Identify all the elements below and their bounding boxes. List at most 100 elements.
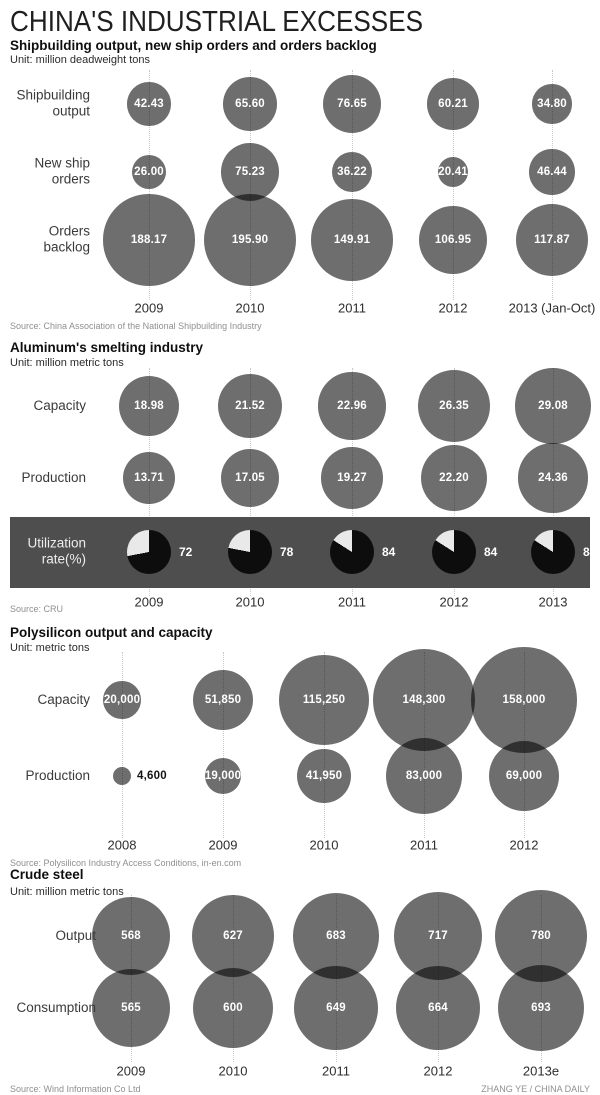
row-label-line: backlog: [43, 240, 90, 255]
row-label-line: Capacity: [33, 397, 86, 413]
row-label-line: Capacity: [37, 691, 90, 707]
row-label-line: Orders: [48, 223, 90, 239]
credit-label: ZHANG YE / CHINA DAILY: [481, 1084, 590, 1094]
bubble-value-label: 60.21: [438, 98, 468, 110]
unit-label-crude-steel: Unit: million metric tons: [10, 886, 124, 898]
bubble-value-label: 627: [223, 930, 243, 942]
row-label: Production: [0, 470, 86, 486]
year-label: 2013 (Jan-Oct): [508, 300, 596, 316]
data-bubble: [217, 373, 283, 439]
bubble-value-label: 29.08: [538, 400, 568, 412]
data-bubble: [515, 368, 591, 444]
data-bubble: [438, 157, 468, 187]
year-label: 2012: [509, 837, 539, 853]
bubble-value-label: 149.91: [333, 234, 371, 246]
data-bubble: [372, 648, 476, 752]
bubble-value-label: 20,000: [103, 694, 141, 706]
data-bubble: [92, 969, 170, 1047]
row-label-line: Utilization: [27, 535, 86, 551]
utilization-value-label: 84: [484, 545, 498, 559]
bubble-value-label: 36.22: [337, 166, 367, 178]
data-bubble: [497, 964, 585, 1052]
bubble-value-label: 21.52: [235, 400, 265, 412]
data-bubble: [532, 84, 572, 124]
year-label: 2011: [338, 594, 366, 610]
bubble-value-label: 42.43: [134, 98, 164, 110]
year-label: 2008: [107, 837, 137, 853]
bubble-value-label: 69,000: [505, 770, 543, 782]
row-label-line: Consumption: [16, 999, 96, 1015]
data-bubble: [385, 737, 463, 815]
data-bubble: [91, 896, 171, 976]
row-label: Capacity: [0, 398, 86, 414]
row-label: Capacity: [0, 692, 90, 708]
year-label: 2011: [322, 1063, 350, 1079]
bubble-value-label: 46.44: [537, 166, 567, 178]
page-title: CHINA'S INDUSTRIAL EXCESSES: [10, 6, 424, 38]
data-bubble: [418, 205, 488, 275]
bubble-value-label: 34.80: [537, 98, 567, 110]
section-header-aluminum: Aluminum's smelting industry: [10, 340, 203, 355]
row-label-line: rate(%): [41, 552, 86, 567]
section-header-crude-steel: Crude steel: [10, 867, 84, 882]
bubble-value-label: 780: [531, 930, 551, 942]
data-bubble: [127, 82, 171, 126]
data-bubble: [515, 203, 589, 277]
utilization-value-label: 78: [280, 545, 294, 559]
row-label: Consumption: [0, 1000, 96, 1016]
data-bubble: [318, 372, 386, 440]
bubble-value-label: 22.96: [337, 400, 367, 412]
data-bubble: [311, 199, 393, 281]
bubble-value-label: 565: [121, 1002, 141, 1014]
year-label: 2010: [235, 594, 265, 610]
data-bubble: [132, 155, 166, 189]
data-bubble: [192, 967, 274, 1049]
bubble-value-label: 76.65: [337, 98, 367, 110]
bubble-value-label: 18.98: [134, 400, 164, 412]
bubble-value-label: 22.20: [439, 472, 469, 484]
bubble-value-label: 148,300: [402, 694, 446, 706]
utilization-value-label: 84: [583, 545, 597, 559]
data-bubble: [518, 443, 588, 513]
year-label: 2010: [235, 300, 265, 316]
data-bubble: [296, 748, 352, 804]
source-label-aluminum: Source: CRU: [10, 604, 64, 614]
row-label-line: output: [52, 104, 90, 119]
bubble-value-label: 26.00: [134, 166, 164, 178]
data-bubble: [192, 669, 254, 731]
bubble-value-label: 65.60: [235, 98, 265, 110]
bubble-value-label: 649: [326, 1002, 346, 1014]
year-label: 2013e: [522, 1063, 560, 1079]
source-label-shipbuilding: Source: China Association of the Nationa…: [10, 321, 262, 331]
data-bubble: [118, 375, 180, 437]
year-label: 2011: [338, 300, 366, 316]
data-bubble: [321, 447, 383, 509]
bubble-value-label: 717: [428, 930, 448, 942]
utilization-value-label: 72: [179, 545, 193, 559]
bubble-value-label: 664: [428, 1002, 448, 1014]
data-bubble: [322, 74, 382, 134]
bubble-value-label: 117.87: [534, 234, 570, 246]
bubble-value-label: 83,000: [405, 770, 443, 782]
section-header-polysilicon: Polysilicon output and capacity: [10, 625, 213, 640]
data-bubble: [112, 766, 131, 785]
data-bubble: [223, 77, 277, 131]
data-bubble: [489, 741, 559, 811]
data-bubble: [294, 966, 378, 1050]
year-label: 2012: [439, 594, 469, 610]
source-label-polysilicon: Source: Polysilicon Industry Access Cond…: [10, 858, 242, 868]
bubble-value-label: 600: [223, 1002, 243, 1014]
utilization-pie: [127, 530, 171, 574]
data-bubble: [395, 965, 481, 1051]
data-bubble: [471, 647, 577, 753]
year-label: 2012: [438, 300, 468, 316]
bubble-value-label: 19.27: [337, 472, 367, 484]
column-guide-line: [324, 652, 325, 838]
data-bubble: [427, 78, 479, 130]
data-bubble: [221, 449, 279, 507]
year-label: 2011: [410, 837, 438, 853]
data-bubble: [203, 193, 297, 287]
bubble-value-label: 568: [121, 930, 141, 942]
row-label: Orders backlog: [0, 224, 90, 257]
bubble-value-label: 115,250: [302, 694, 346, 706]
